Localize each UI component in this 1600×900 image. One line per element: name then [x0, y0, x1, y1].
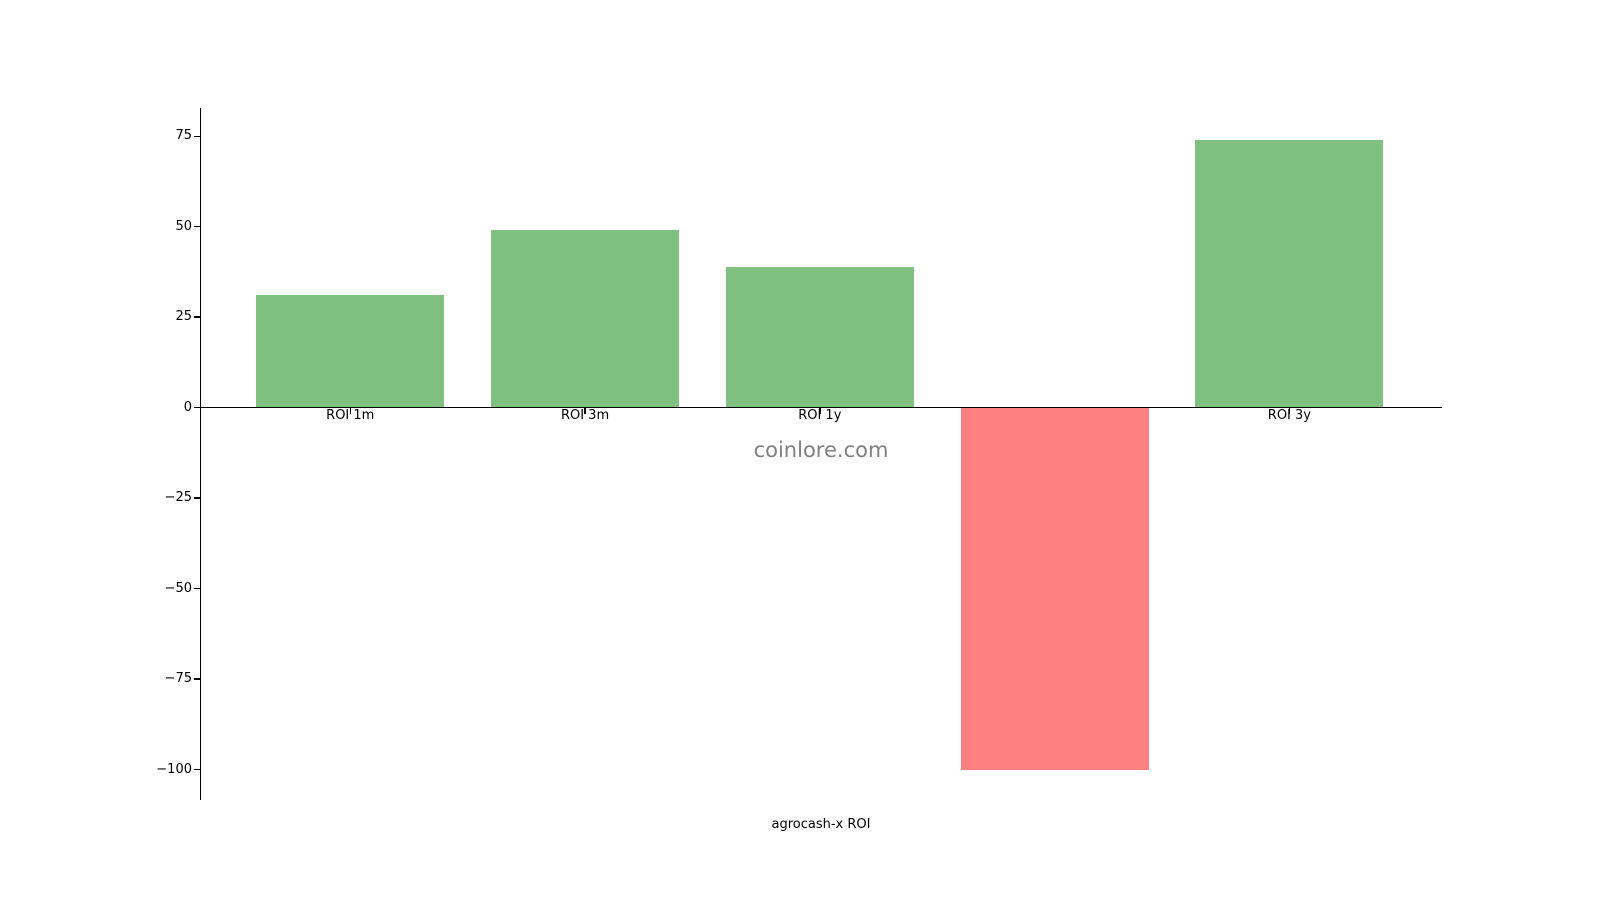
x-axis-title: agrocash-x ROI: [771, 817, 871, 832]
y-tick-mark: [193, 316, 200, 318]
y-tick-mark: [193, 768, 200, 771]
x-tick-label: ROI 1m: [326, 408, 375, 423]
y-tick-label: −100: [156, 761, 192, 777]
x-tick-mark: [584, 408, 586, 415]
y-tick-label: −75: [164, 671, 192, 687]
y-tick-label: 75: [175, 128, 192, 144]
y-tick-label: 0: [183, 399, 192, 415]
x-tick-mark: [349, 408, 351, 415]
y-tick-mark: [193, 226, 200, 228]
watermark-text: coinlore.com: [753, 438, 889, 462]
x-tick-label: ROI 3y: [1267, 408, 1311, 423]
bar-roi-1y: [725, 266, 914, 409]
x-tick-label: ROI 1y: [798, 408, 842, 423]
bar-roi-3y: [1195, 139, 1384, 409]
x-axis-zero-line: [199, 406, 1443, 409]
bar-roi-3m: [491, 230, 679, 409]
bar-index-3: [960, 407, 1149, 771]
y-tick-label: 25: [175, 309, 192, 325]
y-axis-spine: [199, 108, 201, 800]
y-tick-label: 50: [175, 218, 192, 234]
x-tick-label: ROI 3m: [560, 408, 610, 423]
y-tick-label: −50: [164, 580, 192, 596]
x-tick-mark: [1288, 408, 1291, 415]
bar-roi-1m: [256, 295, 445, 409]
y-tick-mark: [193, 587, 200, 590]
y-tick-label: −25: [164, 490, 192, 506]
y-tick-mark: [193, 497, 200, 499]
y-tick-mark: [193, 135, 200, 137]
y-tick-mark: [193, 406, 200, 409]
x-tick-mark: [819, 408, 821, 415]
y-tick-mark: [193, 678, 200, 680]
